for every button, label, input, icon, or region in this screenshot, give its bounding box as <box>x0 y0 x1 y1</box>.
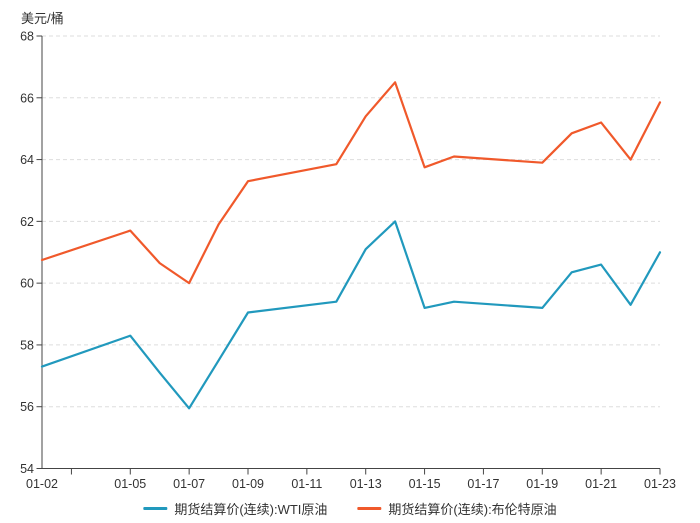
wti-line-swatch-icon <box>143 507 168 510</box>
legend-item-wti[interactable]: 期货结算价(连续):WTI原油 <box>143 499 327 518</box>
x-tick-label: 01-09 <box>232 477 264 491</box>
brent-line <box>40 81 662 285</box>
y-tick-label: 64 <box>20 153 34 167</box>
legend: 期货结算价(连续):WTI原油 期货结算价(连续):布伦特原油 <box>143 499 557 518</box>
x-tick-label: 01-13 <box>350 477 382 491</box>
x-tick-label: 01-23 <box>644 477 676 491</box>
x-tick-label: 01-02 <box>26 477 58 491</box>
axes <box>41 36 660 469</box>
y-tick-label: 54 <box>20 462 34 476</box>
x-axis-labels: 01-02 01-05 01-07 01-09 01-11 01-13 01-15 01-17… <box>26 477 676 491</box>
legend-item-brent[interactable]: 期货结算价(连续):布伦特原油 <box>357 499 557 518</box>
legend-label-brent: 期货结算价(连续):布伦特原油 <box>388 502 557 517</box>
y-tick-label: 58 <box>20 338 34 352</box>
y-tick-label: 62 <box>20 215 34 229</box>
x-tick-label: 01-15 <box>409 477 441 491</box>
x-tick-label: 01-11 <box>291 477 322 491</box>
y-axis-unit-label: 美元/桶 <box>21 11 64 26</box>
legend-label-wti: 期货结算价(连续):WTI原油 <box>174 502 328 517</box>
gridlines <box>42 35 660 408</box>
y-tick-label: 60 <box>20 277 34 291</box>
x-tick-label: 01-19 <box>526 477 558 491</box>
x-tick-label: 01-21 <box>585 477 617 491</box>
x-axis-ticks <box>70 468 661 475</box>
x-tick-label: 01-07 <box>173 477 205 491</box>
wti-line <box>40 220 662 410</box>
y-tick-label: 66 <box>20 91 34 105</box>
y-tick-label: 68 <box>20 30 34 44</box>
brent-line-swatch-icon <box>357 507 382 510</box>
y-tick-label: 56 <box>20 400 34 414</box>
y-axis-ticks: 54 56 58 60 62 64 66 68 <box>20 30 42 476</box>
x-tick-label: 01-05 <box>114 477 146 491</box>
x-tick-label: 01-17 <box>467 477 499 491</box>
